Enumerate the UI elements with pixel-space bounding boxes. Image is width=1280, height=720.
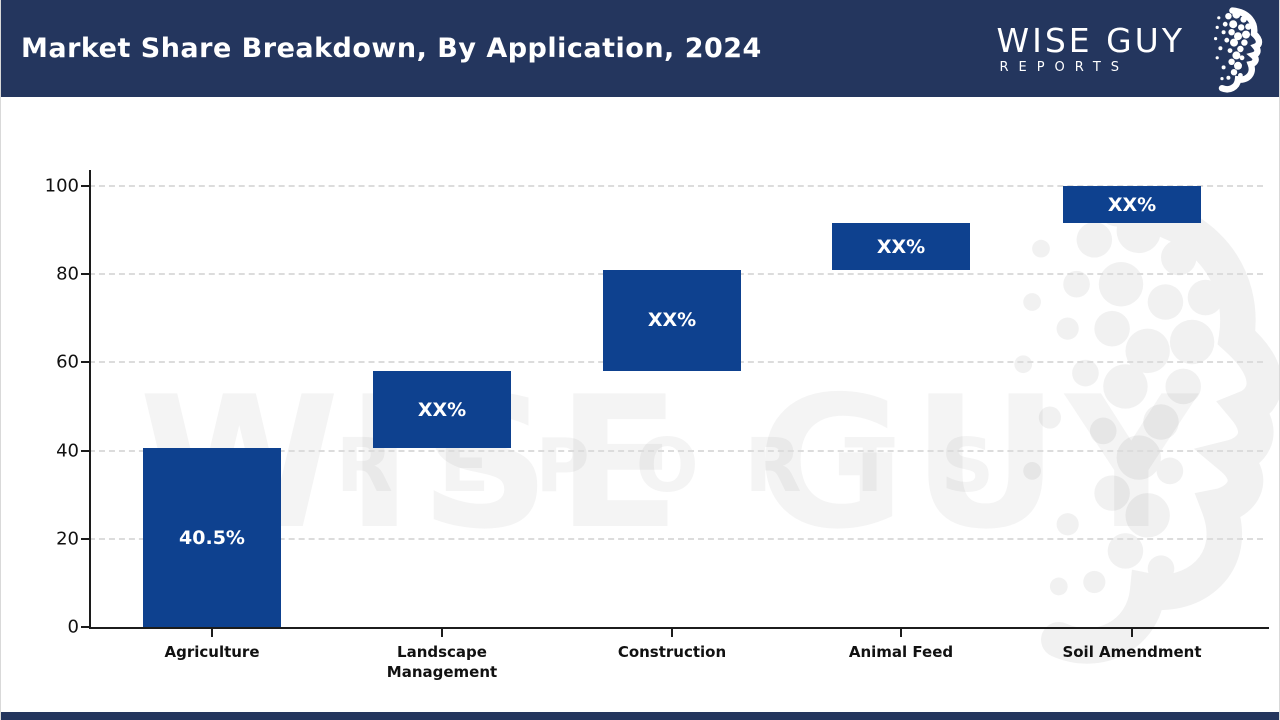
chart-title: Market Share Breakdown, By Application, …	[21, 33, 762, 64]
x-axis-tick-mark	[900, 629, 902, 637]
y-axis-tick-label: 60	[56, 351, 79, 373]
y-axis-tick-label: 0	[67, 616, 79, 638]
y-axis-tick-mark	[81, 537, 89, 540]
x-axis-category-label: Animal Feed	[848, 643, 954, 661]
y-axis-tick-mark	[81, 273, 89, 276]
bar-animal-feed: XX%	[832, 223, 970, 270]
gridline	[89, 449, 1263, 452]
x-axis-line	[89, 627, 1269, 629]
bar-value-label: 40.5%	[179, 526, 245, 549]
y-axis-tick-mark	[81, 449, 89, 452]
x-axis-tick-mark	[441, 629, 443, 637]
watermark-wordmark: WISE GUY	[139, 372, 1203, 554]
x-axis-tick-mark	[211, 629, 213, 637]
y-axis-line	[89, 170, 91, 627]
gridline	[89, 185, 1263, 187]
logo-wordmark: WISE GUY	[996, 20, 1185, 60]
bar-construction: XX%	[603, 269, 741, 372]
x-axis-tick-mark	[1131, 629, 1133, 637]
y-axis-tick-mark	[81, 185, 89, 187]
bar-soil-amendment: XX%	[1063, 186, 1201, 224]
wiseguy-logo: WISE GUY REPORTS	[996, 5, 1263, 93]
y-axis-tick-label: 40	[56, 440, 79, 462]
header-bar: Market Share Breakdown, By Application, …	[1, 0, 1279, 97]
x-axis-tick-mark	[671, 629, 673, 637]
y-axis-tick-label: 20	[56, 528, 79, 550]
bar-value-label: XX%	[1107, 193, 1157, 216]
bar-value-label: XX%	[876, 235, 926, 258]
footer-bar	[1, 712, 1279, 720]
y-axis-tick-mark	[81, 626, 89, 628]
y-axis-tick-label: 100	[44, 175, 79, 197]
bar-agriculture: 40.5%	[143, 448, 281, 627]
x-axis-category-label: Agriculture	[164, 643, 260, 661]
bar-value-label: XX%	[647, 309, 697, 332]
y-axis-tick-mark	[81, 361, 89, 364]
x-axis-category-label: Construction	[617, 643, 727, 661]
bar-value-label: XX%	[417, 398, 467, 421]
chart-area: WISE GUY REPORTS 02040608010040.5%Agricu…	[1, 97, 1279, 712]
bar-landscape-management: XX%	[373, 371, 511, 449]
head-profile-icon	[1214, 6, 1263, 92]
y-axis-tick-label: 80	[56, 263, 79, 285]
x-axis-category-label: Landscape Management	[386, 643, 498, 682]
x-axis-category-label: Soil Amendment	[1062, 643, 1202, 661]
gridline	[89, 537, 1263, 540]
logo-subtext: REPORTS	[999, 59, 1130, 75]
